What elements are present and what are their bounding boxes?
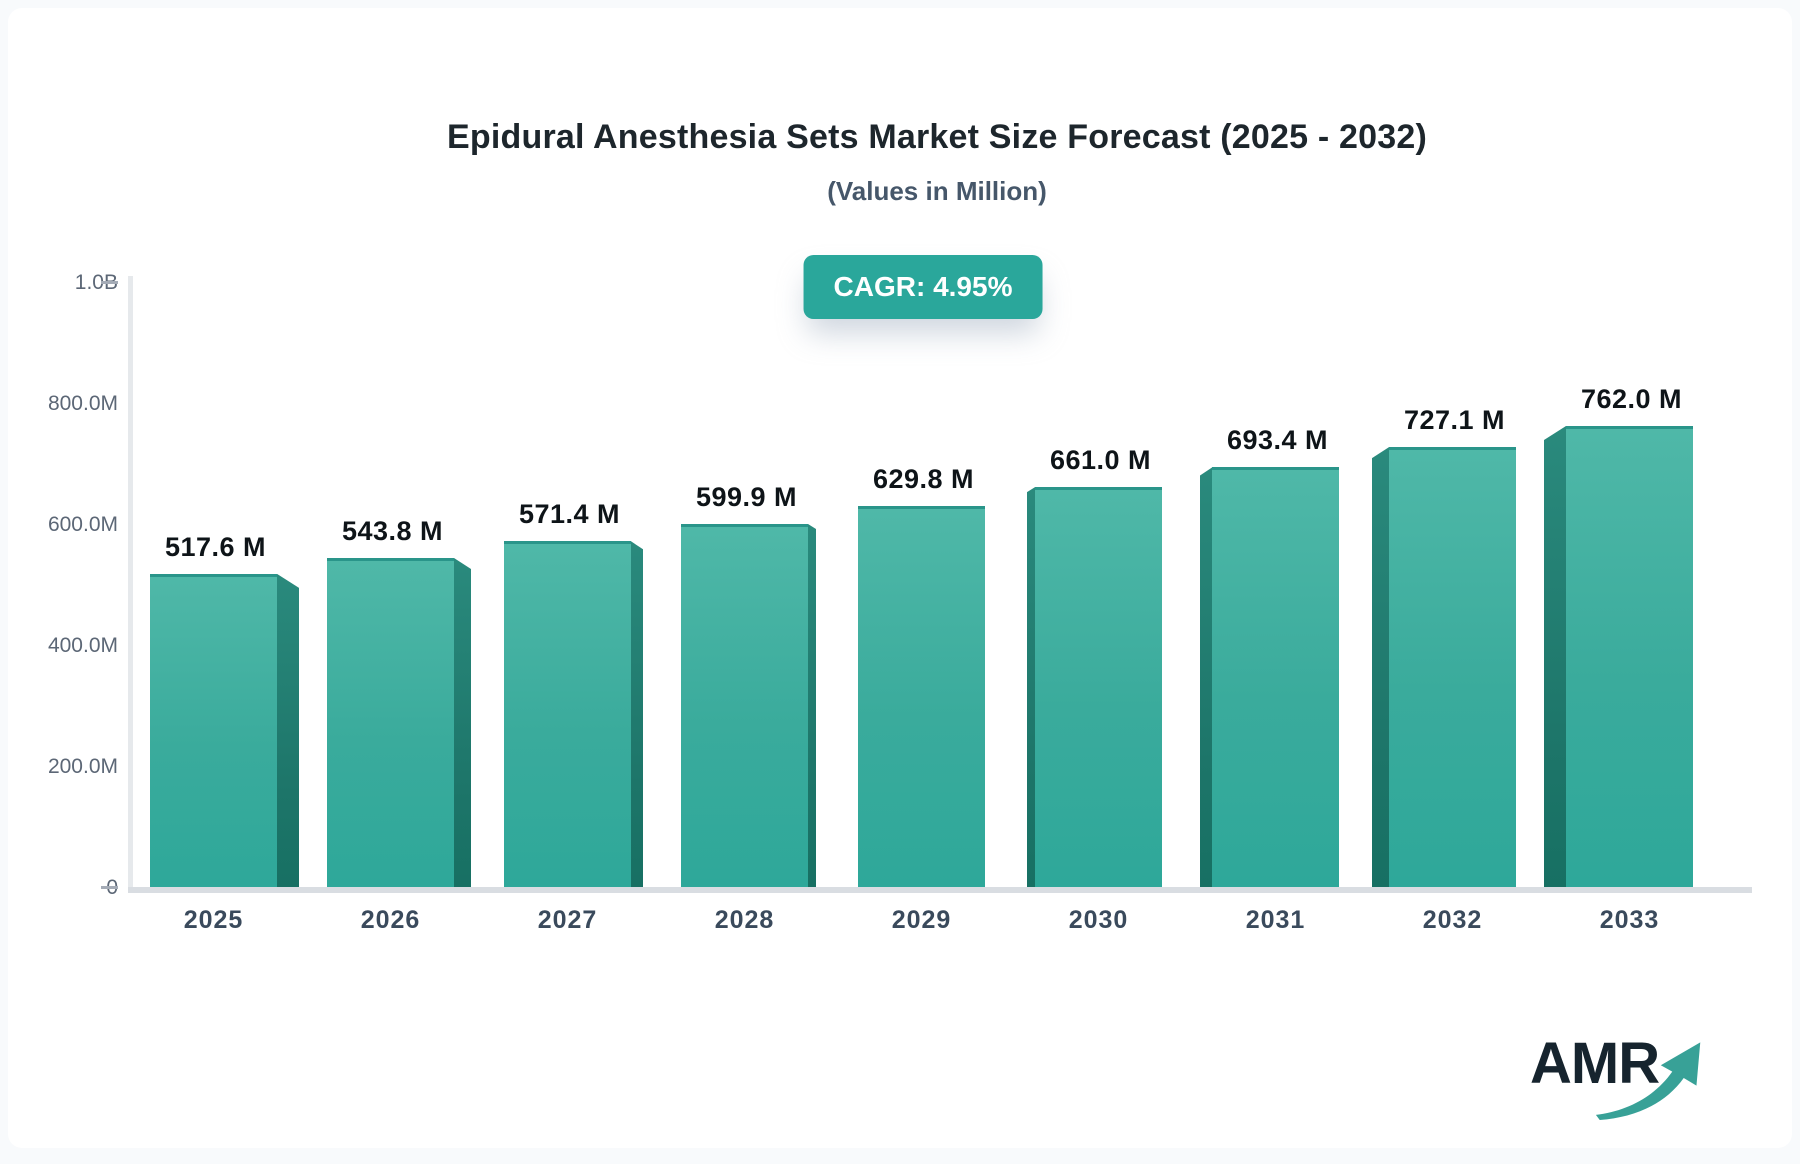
amr-logo-text: AMR — [1530, 1031, 1660, 1096]
bar-3d-side-2025 — [277, 573, 299, 887]
growth-arrow-icon — [1595, 1042, 1701, 1120]
bar-2029 — [858, 505, 985, 887]
bar-value-label: 629.8 M — [872, 463, 975, 494]
x-axis-label: 2028 — [714, 906, 775, 934]
y-axis-tick-label: 800.0M — [47, 392, 118, 415]
bar-value-label: 543.8 M — [341, 516, 444, 546]
bar-3d-side-2033 — [1544, 425, 1566, 887]
y-axis-line — [128, 276, 133, 890]
chart-subtitle: (Values in Million) — [827, 176, 1047, 206]
bar-value-label: 571.4 M — [518, 499, 621, 530]
bar-2032 — [1389, 447, 1516, 887]
bar-value-label: 599.9 M — [695, 482, 798, 513]
y-axis-tick-label: 600.0M — [47, 513, 118, 536]
y-axis-tick-label: 1.0B — [74, 271, 118, 294]
bar-value-label: 517.6 M — [164, 531, 267, 562]
bar-3d-side-2030 — [1027, 487, 1035, 887]
x-axis-label: 2027 — [537, 906, 598, 934]
y-axis-tick-mark — [101, 281, 118, 284]
bar-2031 — [1212, 467, 1339, 887]
x-axis-label: 2026 — [360, 906, 421, 934]
x-axis-baseline — [128, 887, 1752, 893]
bar-2030 — [1035, 487, 1162, 887]
y-axis-tick-label: 200.0M — [47, 755, 118, 778]
amr-logo: AMR — [1530, 1030, 1730, 1120]
y-axis-tick-mark — [101, 886, 118, 889]
bar-3d-side-2026 — [454, 558, 471, 887]
bar-2033 — [1566, 425, 1693, 887]
x-axis-label: 2032 — [1422, 906, 1483, 934]
x-axis-label: 2031 — [1245, 906, 1306, 934]
bar-value-label: 661.0 M — [1049, 445, 1152, 476]
chart-card: Epidural Anesthesia Sets Market Size For… — [8, 8, 1792, 1148]
x-axis-label: 2033 — [1599, 906, 1660, 934]
bar-2026 — [327, 558, 454, 887]
x-axis-label: 2025 — [183, 906, 244, 934]
bar-2025 — [150, 573, 277, 887]
chart-title: Epidural Anesthesia Sets Market Size For… — [447, 118, 1427, 156]
bar-value-label: 693.4 M — [1226, 425, 1329, 456]
bar-value-label: 727.1 M — [1403, 405, 1506, 436]
bar-3d-side-2027 — [631, 541, 643, 887]
x-axis-label: 2029 — [891, 906, 952, 934]
bar-2027 — [504, 541, 631, 887]
x-axis-label: 2030 — [1068, 906, 1129, 934]
bar-value-label: 762.0 M — [1580, 383, 1683, 414]
y-axis-tick-label: 400.0M — [47, 634, 118, 657]
bar-3d-side-2028 — [808, 524, 816, 887]
cagr-badge: CAGR: 4.95% — [803, 255, 1043, 319]
bar-3d-side-2031 — [1200, 467, 1212, 887]
bar-2028 — [681, 524, 808, 887]
bar-3d-side-2032 — [1372, 447, 1389, 887]
